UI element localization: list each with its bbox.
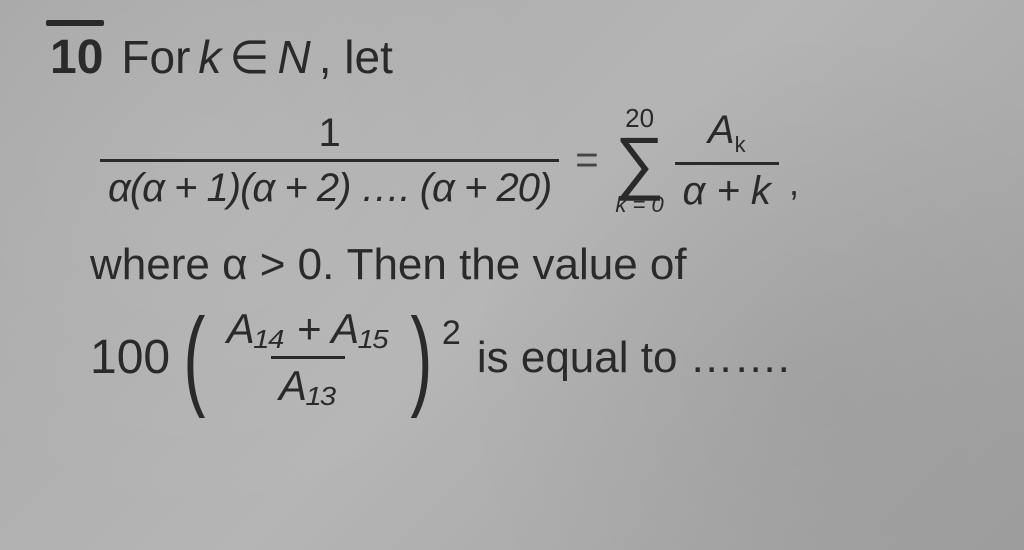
ratio-denominator: A₁₃ [271, 356, 345, 409]
lhs-fraction: 1 α(α + 1)(α + 2) …. (α + 20) [100, 111, 559, 210]
rhs-fraction: Ak α + k [675, 108, 779, 212]
text-for: For [121, 30, 190, 84]
left-paren: ( [183, 314, 205, 402]
equals-sign: = [575, 138, 598, 183]
rhs-numerator: Ak [700, 108, 754, 161]
rhs-denominator: α + k [675, 162, 779, 213]
right-paren: ) [411, 314, 433, 402]
lhs-numerator: 1 [311, 111, 349, 159]
question-number: 10 [50, 30, 103, 85]
var-k: k [198, 30, 221, 84]
ratio-fraction: A₁₄ + A₁₅ A₁₃ [219, 306, 398, 409]
problem-intro-line: 10 For k ∈ N , let [50, 30, 974, 85]
tail-text: is equal to ……. [477, 333, 790, 383]
constant-100: 100 [90, 330, 170, 385]
expression-line: 100 ( A₁₄ + A₁₅ A₁₃ ) 2 is equal to ……. [90, 306, 974, 409]
rhs-num-A: A [708, 108, 735, 152]
exponent-2: 2 [442, 314, 461, 353]
partial-fraction-equation: 1 α(α + 1)(α + 2) …. (α + 20) = 20 ∑ k =… [100, 105, 974, 216]
trailing-comma: , [789, 162, 799, 204]
rhs-num-sub-k: k [735, 132, 746, 157]
lhs-denominator: α(α + 1)(α + 2) …. (α + 20) [100, 159, 559, 210]
text-let: , let [319, 30, 393, 84]
sigma-symbol: ∑ [615, 131, 665, 194]
summation-block: 20 ∑ k = 0 [615, 105, 665, 216]
condition-line: where α > 0. Then the value of [90, 240, 974, 290]
sum-lower-limit: k = 0 [615, 194, 663, 216]
set-N: N [277, 30, 310, 84]
element-of-symbol: ∈ [229, 30, 269, 84]
ratio-numerator: A₁₄ + A₁₅ [219, 306, 398, 356]
